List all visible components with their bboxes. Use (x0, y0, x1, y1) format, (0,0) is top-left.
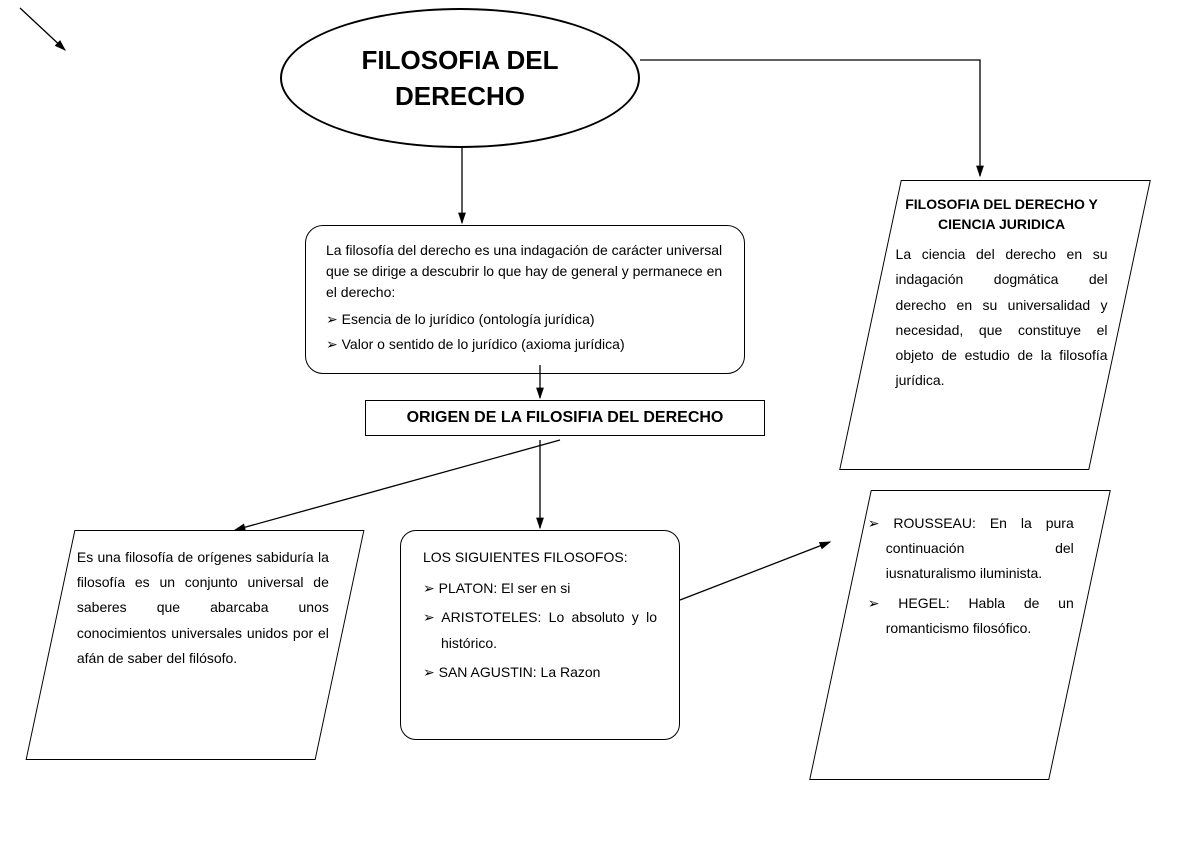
node-filosofos: LOS SIGUIENTES FILOSOFOS: PLATON: El ser… (400, 530, 680, 740)
origenes-text-body: Es una filosofía de orígenes sabiduría l… (59, 531, 347, 685)
definition-bullet-1: Valor o sentido de lo jurídico (axioma j… (344, 334, 724, 355)
title-text: FILOSOFIA DEL DERECHO (302, 42, 618, 115)
definition-bullet-0: Esencia de lo jurídico (ontología jurídi… (344, 309, 724, 330)
edge-title-ciencia (640, 60, 980, 176)
edge-filosofos-rousseau (680, 542, 830, 600)
node-origenes-text: Es una filosofía de orígenes sabiduría l… (26, 530, 365, 760)
ciencia-title: FILOSOFIA DEL DERECHO Y CIENCIA JURIDICA (896, 195, 1108, 234)
definition-bullets: Esencia de lo jurídico (ontología jurídi… (326, 309, 724, 355)
rousseau-bullet-1: HEGEL: Habla de un romanticismo filosófi… (886, 591, 1074, 641)
filosofos-bullet-2: SAN AGUSTIN: La Razon (441, 660, 657, 685)
node-ciencia: FILOSOFIA DEL DERECHO Y CIENCIA JURIDICA… (839, 180, 1151, 470)
origen-text: ORIGEN DE LA FILOSIFIA DEL DERECHO (407, 409, 724, 426)
node-title: FILOSOFIA DEL DERECHO (280, 8, 640, 148)
node-origen: ORIGEN DE LA FILOSIFIA DEL DERECHO (365, 400, 765, 436)
node-definition: La filosofía del derecho es una indagaci… (305, 225, 745, 374)
filosofos-intro: LOS SIGUIENTES FILOSOFOS: (423, 545, 657, 570)
filosofos-bullet-0: PLATON: El ser en si (441, 576, 657, 601)
node-rousseau: ROUSSEAU: En la pura continuación del iu… (809, 490, 1111, 780)
rousseau-bullet-0: ROUSSEAU: En la pura continuación del iu… (886, 511, 1074, 587)
definition-intro: La filosofía del derecho es una indagaci… (326, 240, 724, 303)
filosofos-bullets: PLATON: El ser en si ARISTOTELES: Lo abs… (423, 576, 657, 685)
edge-corner (20, 8, 65, 50)
edge-origen-origenes (235, 440, 560, 530)
filosofos-bullet-1: ARISTOTELES: Lo absoluto y lo histórico. (441, 605, 657, 655)
rousseau-bullets: ROUSSEAU: En la pura continuación del iu… (872, 511, 1074, 641)
ciencia-body: La ciencia del derecho en su indagación … (896, 242, 1108, 393)
